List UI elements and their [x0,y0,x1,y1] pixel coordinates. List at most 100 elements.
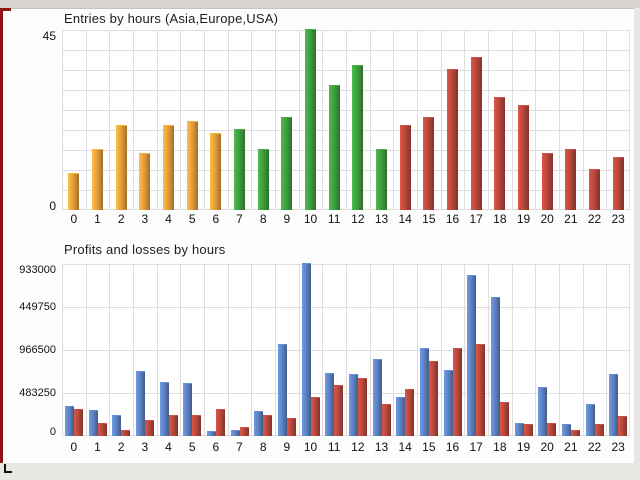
vertical-gridline [228,30,229,210]
profits-bar-hour-17 [467,275,476,436]
profits-bar-hour-11 [325,373,334,436]
vertical-gridline [62,30,63,210]
losses-bar-hour-13 [382,404,391,436]
x-tick-label: 16 [445,212,460,226]
x-tick-label: 22 [587,440,602,454]
losses-bar-hour-18 [500,402,509,436]
x-tick-label: 22 [587,212,602,226]
x-tick-label: 0 [70,440,78,454]
x-tick-label: 19 [516,440,531,454]
losses-bar-hour-5 [192,415,201,436]
bar-hour-0 [68,173,79,210]
losses-bar-hour-10 [311,397,320,436]
x-tick-label: 1 [94,440,101,454]
vertical-gridline [346,30,347,210]
x-tick-label: 11 [327,212,341,226]
profits-bar-hour-0 [65,406,74,436]
entries-y-axis-labels: 45 0 [6,29,58,213]
bar-hour-8 [258,149,269,210]
losses-bar-hour-7 [240,427,249,436]
profits-plot-area [62,263,630,436]
losses-bar-hour-19 [524,424,533,436]
x-tick-label: 1 [94,212,101,226]
profits-bar-hour-18 [491,297,500,436]
losses-bar-hour-16 [453,348,462,436]
x-tick-label: 6 [212,212,220,226]
profits-bar-hour-1 [89,410,98,436]
bar-hour-16 [447,69,458,210]
bar-hour-23 [613,157,624,210]
x-tick-label: 9 [283,212,291,226]
bar-hour-1 [92,149,103,210]
profits-bar-hour-19 [515,423,524,436]
bar-hour-3 [139,153,150,210]
x-tick-label: 10 [303,440,318,454]
x-tick-label: 15 [422,212,436,226]
profits-chart-title: Profits and losses by hours [64,242,226,257]
horizontal-gridline [62,70,630,71]
y-tick-label: 0 [49,199,56,213]
y-tick-label: 0 [49,426,56,438]
x-tick-label: 4 [165,212,172,226]
x-tick-label: 19 [516,212,531,226]
x-tick-label: 11 [327,440,341,454]
x-tick-label: 8 [259,212,267,226]
horizontal-gridline [62,435,630,436]
window-accent-corner-border [0,8,11,11]
vertical-gridline [417,30,418,210]
losses-bar-hour-0 [74,409,83,436]
horizontal-gridline [62,264,630,265]
bar-hour-12 [352,65,363,210]
losses-bar-hour-21 [571,430,580,436]
y-tick-label: 449750 [19,301,56,313]
x-tick-label: 8 [259,440,267,454]
vertical-gridline [204,30,205,210]
profits-bar-hour-21 [562,424,571,436]
bar-hour-10 [305,29,316,210]
x-tick-label: 3 [141,440,149,454]
vertical-gridline [629,30,630,210]
profits-bar-hour-3 [136,371,145,436]
x-tick-label: 13 [374,440,389,454]
bar-hour-9 [281,117,292,210]
profits-bar-hour-8 [254,411,263,436]
bar-hour-4 [163,125,174,210]
entries-chart-title: Entries by hours (Asia,Europe,USA) [64,11,279,26]
bottom-left-axis-mark [4,464,12,473]
entries-x-axis-labels: 0 1 2 3 4 5 6 7 8 9 10 11 12 13 14 15 16 17 18 19 20 21 22 23 [62,212,630,226]
bar-hour-6 [210,133,221,210]
vertical-gridline [535,30,536,210]
bar-hour-21 [565,149,576,210]
profits-bar-hour-20 [538,387,547,436]
window-accent-left-border [0,8,3,463]
losses-bar-hour-6 [216,409,225,436]
losses-bar-hour-9 [287,418,296,436]
profits-bar-hour-7 [231,430,240,436]
vertical-gridline [251,30,252,210]
bar-hour-5 [187,121,198,210]
losses-bar-hour-20 [547,423,556,436]
profits-bar-hour-4 [160,382,169,436]
entries-plot-area [62,29,630,210]
profits-bar-hour-13 [373,359,382,436]
x-tick-label: 5 [188,440,196,454]
x-tick-label: 9 [283,440,291,454]
x-tick-label: 20 [540,212,554,226]
y-tick-label: 933000 [19,264,56,276]
bar-hour-17 [471,57,482,210]
x-tick-label: 5 [188,212,196,226]
x-tick-label: 18 [493,440,507,454]
x-tick-label: 16 [445,440,460,454]
losses-bar-hour-4 [169,415,178,436]
x-tick-label: 14 [398,440,412,454]
profits-bar-hour-12 [349,374,358,436]
bar-hour-22 [589,169,600,210]
profits-bar-hour-6 [207,431,216,436]
x-tick-label: 10 [303,212,318,226]
horizontal-gridline [62,110,630,111]
x-tick-label: 6 [212,440,220,454]
x-tick-label: 14 [398,212,412,226]
window-bottom-edge [0,463,640,480]
losses-bar-hour-14 [405,389,414,436]
